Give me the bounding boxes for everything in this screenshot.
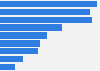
Bar bbox=[0, 48, 38, 54]
Bar bbox=[0, 32, 47, 39]
Bar bbox=[0, 40, 40, 47]
Bar bbox=[0, 1, 97, 7]
Bar bbox=[0, 9, 90, 15]
Bar bbox=[0, 24, 62, 31]
Bar bbox=[0, 17, 92, 23]
Bar bbox=[0, 64, 15, 70]
Bar bbox=[0, 56, 23, 62]
